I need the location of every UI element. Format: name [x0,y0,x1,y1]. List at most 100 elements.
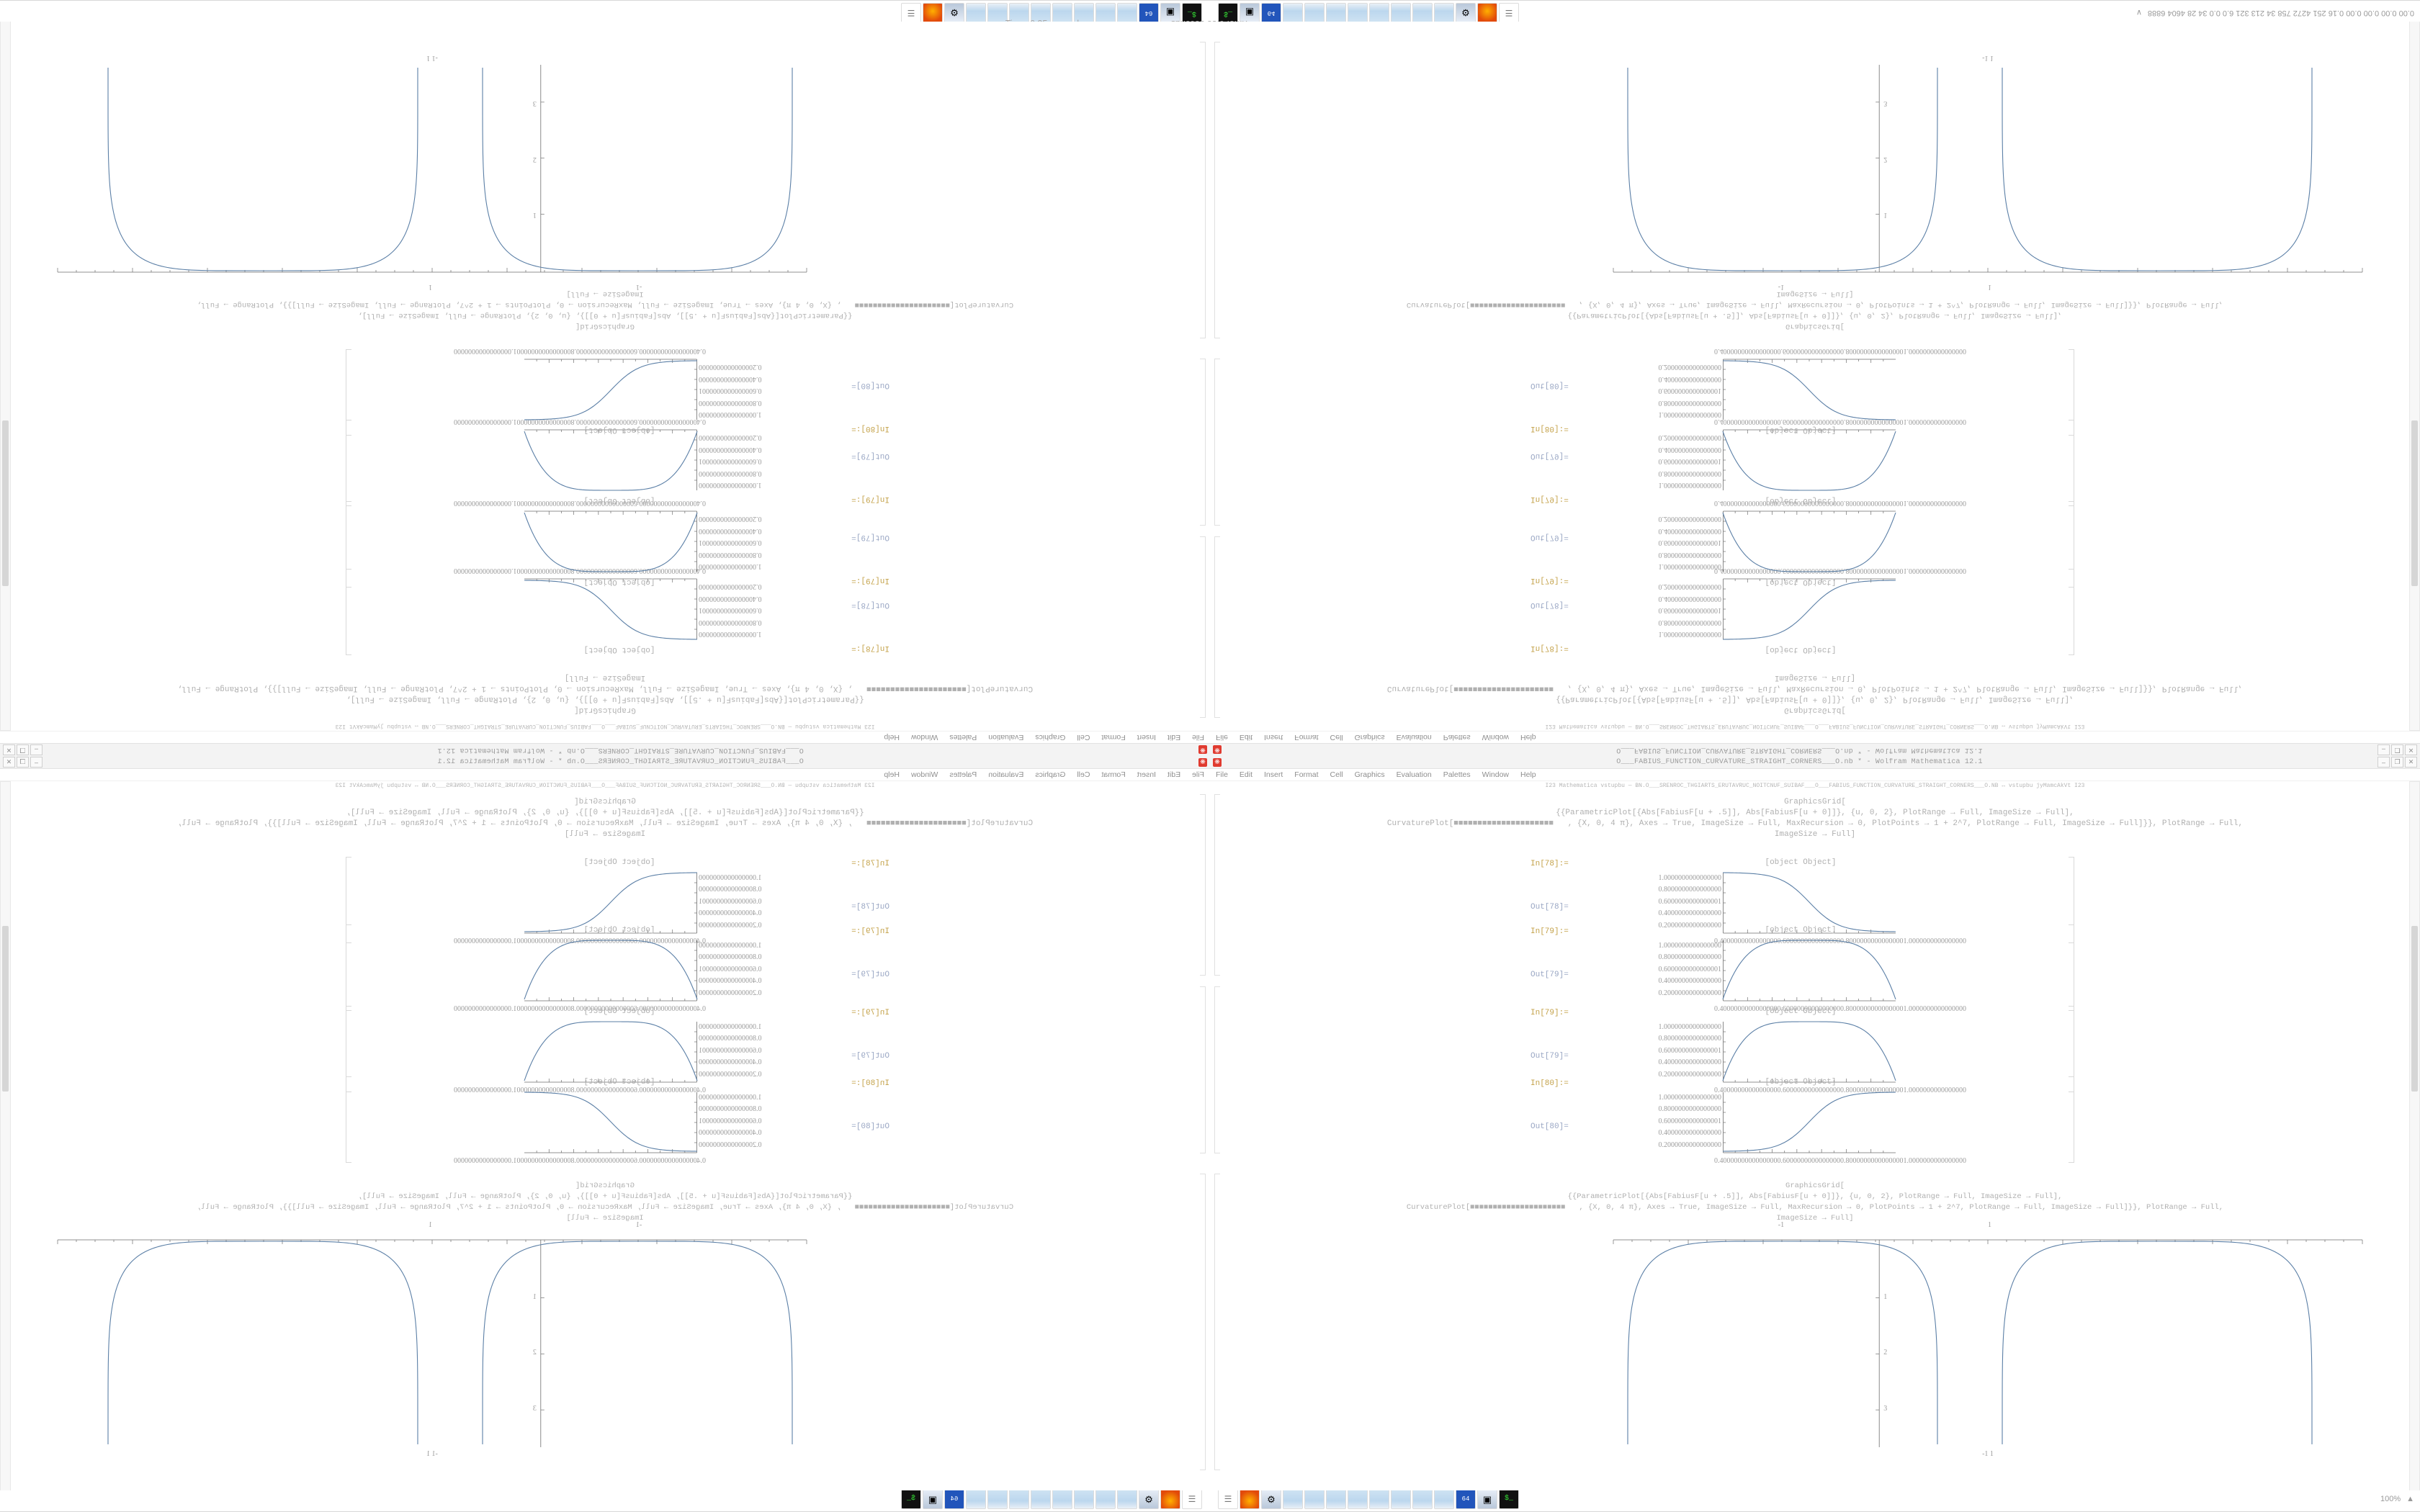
output-plot-abs-half-hump[interactable]: [object Object] 1.0000000000000000 0.80000… [346,924,889,1045]
taskbar-icon-document-2[interactable] [1412,3,1433,23]
code-cell-curvature-plot[interactable]: GraphicsGrid[{{ParametricPlot[{Abs[Fabiu… [1210,797,2420,840]
minimize-button[interactable]: – [2378,744,2390,755]
restore-button[interactable]: ❐ [2391,757,2403,768]
cell-bracket-left[interactable] [1200,794,1206,976]
close-button[interactable]: ✕ [2405,757,2417,768]
taskbar-icon-terminal[interactable]: $_ [1499,1489,1519,1509]
output-plot-squircle-grid[interactable]: -1 1 1 2 3 -1 1 [1613,1221,2377,1469]
menu-item-window[interactable]: Window [910,733,938,742]
menu-item-insert[interactable]: Insert [1264,770,1283,779]
cell-bracket[interactable] [2069,924,2074,1011]
taskbar-icon-document-2[interactable] [1304,1489,1325,1509]
menubar[interactable]: File Edit Insert Format Cell Graphics Evaluati… [0,731,1210,743]
taskbar-icon-document-5[interactable] [1369,1489,1389,1509]
cell-bracket-left[interactable] [1214,1174,1220,1470]
notebook-quadrant-top-left[interactable]: ❋ O___FABIUS_FUNCTION_CURVATURE_STRAIGHT_… [0,22,1210,756]
cell-bracket[interactable] [2069,501,2074,588]
menu-item-graphics[interactable]: Graphics [1354,770,1385,779]
output-plot-abs-0-dec[interactable]: [object Object] 1.0000000000000000 0.80000… [346,857,889,978]
cell-bracket-left[interactable] [1214,42,1220,338]
taskbar-icon-firefox[interactable] [1477,3,1497,23]
taskbar-icon-document-5[interactable] [1348,3,1368,23]
cell-bracket-left[interactable] [1200,536,1206,718]
chevron-down-icon[interactable]: ∨ [2136,8,2142,17]
window-controls[interactable]: – ❐ ✕ [2378,757,2417,768]
menu-item-cell[interactable]: Cell [1330,770,1343,779]
menu-item-format[interactable]: Format [1294,770,1319,779]
taskbar-icon-document-3[interactable] [1391,3,1411,23]
output-plot-abs-0-dec[interactable]: [object Object] 1.0000000000000000 0.80000… [1531,857,2074,978]
menu-item-graphics[interactable]: Graphics [1035,770,1066,779]
menu-item-file[interactable]: File [1192,733,1204,742]
taskbar-icon-notes[interactable]: ☰ [901,3,921,23]
notebook-quadrant-top-right[interactable]: ❋ O___FABIUS_FUNCTION_CURVATURE_STRAIGHT_… [1210,22,2420,756]
output-plot-abs-half-hump[interactable]: [object Object] 1.0000000000000000 0.80000… [1531,924,2074,1045]
menu-item-evaluation[interactable]: Evaluation [988,733,1024,742]
window-titlebar[interactable]: ❋ O___FABIUS_FUNCTION_CURVATURE_STRAIGHT_… [0,743,1210,756]
restore-button[interactable]: ❐ [17,744,29,755]
notebook-canvas[interactable]: I23 Mathematica vstupbu — BN.O___SRENROC… [0,22,1210,731]
minimize-button[interactable]: – [30,757,42,768]
taskbar-icon-document-6[interactable] [1326,3,1346,23]
cell-bracket[interactable] [346,349,351,436]
menu-item-evaluation[interactable]: Evaluation [988,770,1024,779]
minimize-button[interactable]: – [30,744,42,755]
menubar[interactable]: File Edit Insert Format Cell Graphics Evaluati… [0,769,1210,781]
taskbar-icon-document-8[interactable] [1434,1489,1454,1509]
output-plot-abs-0-dec[interactable]: [object Object] 1.0000000000000000 0.80000… [346,534,889,655]
taskbar-icon-document-8[interactable] [966,1489,986,1509]
window-titlebar[interactable]: ❋ O___FABIUS_FUNCTION_CURVATURE_STRAIGHT_… [1210,756,2420,769]
mathematica-window[interactable]: ❋ O___FABIUS_FUNCTION_CURVATURE_STRAIGHT_… [1210,756,2420,1490]
menu-item-window[interactable]: Window [910,770,938,779]
menu-item-window[interactable]: Window [1482,733,1510,742]
menu-item-file[interactable]: File [1216,770,1228,779]
taskbar-icon-terminal[interactable]: $_ [901,1489,921,1509]
graphicsgrid-code-block[interactable]: GraphicsGrid[{{ParametricPlot[{Abs[Fabiu… [0,288,1210,331]
restore-button[interactable]: ❐ [2391,744,2403,755]
taskbar-icon-document-7[interactable] [1095,3,1116,23]
output-plot-abs-15-inc[interactable]: [object Object] 1.0000000000000000 0.80000… [346,1076,889,1197]
taskbar-icon-notes[interactable]: ☰ [1499,3,1519,23]
taskbar-icon-document-2[interactable] [1095,1489,1116,1509]
taskbar-icon-display[interactable]: ▣ [923,1489,943,1509]
close-button[interactable]: ✕ [3,757,15,768]
menu-item-file[interactable]: File [1192,770,1204,779]
menu-item-palettes[interactable]: Palettes [949,733,977,742]
taskbar-icon-document-4[interactable] [1052,1489,1072,1509]
notebook-canvas[interactable]: I23 Mathematica vstupbu — BN.O___SRENROC… [1210,22,2420,731]
close-button[interactable]: ✕ [2405,744,2417,755]
taskbar-icon-firefox[interactable] [1240,1489,1260,1509]
menu-item-cell[interactable]: Cell [1330,733,1343,742]
notebook-quadrant-bottom-right[interactable]: ❋ O___FABIUS_FUNCTION_CURVATURE_STRAIGHT_… [1210,756,2420,1490]
output-plot-abs-15-inc[interactable]: [object Object] 1.0000000000000000 0.80000… [346,315,889,436]
taskbar-icon-system-monitor[interactable]: ⚙ [944,3,964,23]
menu-item-edit[interactable]: Edit [1239,770,1253,779]
taskbar-icon-document-4[interactable] [1369,3,1389,23]
output-plot-abs-15-inc[interactable]: [object Object] 1.0000000000000000 0.80000… [1531,315,2074,436]
graphicsgrid-code-block[interactable]: GraphicsGrid[{{ParametricPlot[{Abs[Fabiu… [1210,1181,2420,1224]
close-button[interactable]: ✕ [3,744,15,755]
cell-bracket[interactable] [2069,1076,2074,1163]
mathematica-window[interactable]: ❋ O___FABIUS_FUNCTION_CURVATURE_STRAIGHT_… [1210,22,2420,756]
taskbar-icon-system-monitor[interactable]: ⚙ [1261,1489,1281,1509]
output-plot-squircle-grid[interactable]: -1 1 1 2 3 -1 1 [1613,43,2377,291]
cell-bracket-left[interactable] [1200,42,1206,338]
taskbar-icon-document-6[interactable] [1391,1489,1411,1509]
graphicsgrid-code-block[interactable]: GraphicsGrid[{{ParametricPlot[{Abs[Fabiu… [0,1181,1210,1224]
menu-item-insert[interactable]: Insert [1137,733,1156,742]
taskbar-icon-display[interactable]: ▣ [1477,1489,1497,1509]
menubar[interactable]: File Edit Insert Format Cell Graphics Evaluati… [1210,731,2420,743]
cell-bracket-left[interactable] [1200,359,1206,526]
taskbar-icon-document-3[interactable] [1326,1489,1346,1509]
taskbar-icon-document-7[interactable] [987,1489,1008,1509]
taskbar-icon-floppy-save[interactable]: 64 [944,1489,964,1509]
taskbar-icon-document-1[interactable] [966,3,986,23]
code-cell-curvature-plot[interactable]: GraphicsGrid[{{ParametricPlot[{Abs[Fabiu… [0,797,1210,840]
vertical-scrollbar[interactable] [2409,781,2420,1490]
menu-item-help[interactable]: Help [884,770,900,779]
menu-item-palettes[interactable]: Palettes [1443,733,1471,742]
menu-item-palettes[interactable]: Palettes [949,770,977,779]
notebook-quadrant-bottom-left[interactable]: ❋ O___FABIUS_FUNCTION_CURVATURE_STRAIGHT_… [0,756,1210,1490]
taskbar-icon-document-1[interactable] [1117,1489,1137,1509]
taskbar-icon-firefox[interactable] [923,3,943,23]
